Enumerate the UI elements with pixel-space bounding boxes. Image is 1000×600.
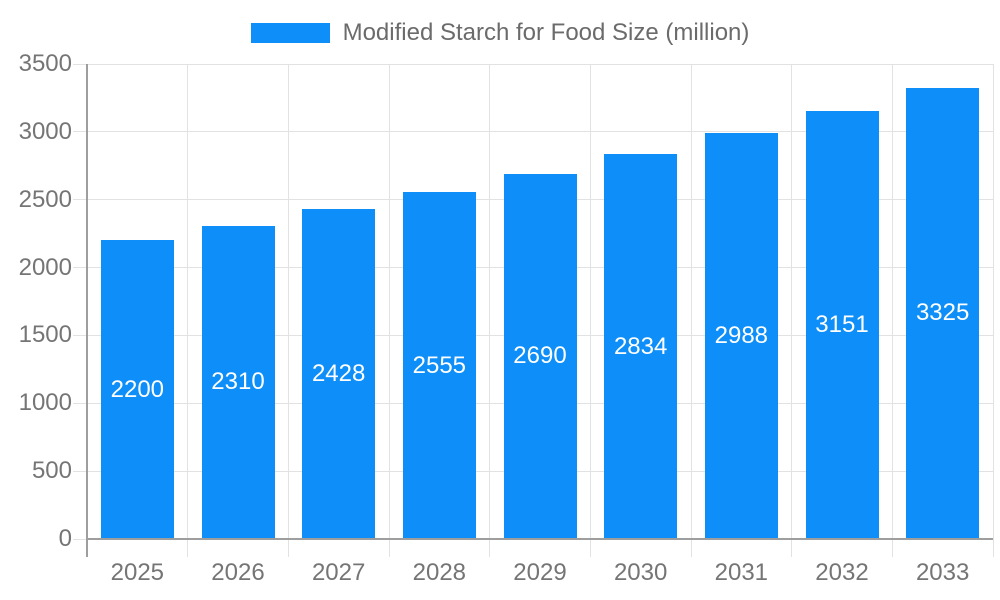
bar[interactable]: 2555 — [402, 192, 476, 539]
x-axis-label: 2029 — [513, 559, 567, 586]
y-axis-tick — [73, 334, 87, 336]
x-axis-label: 2026 — [211, 559, 265, 586]
y-axis-tick — [73, 63, 87, 65]
x-axis-label: 2033 — [915, 559, 970, 586]
bar-value-label: 2555 — [412, 351, 467, 379]
bar[interactable]: 2310 — [201, 225, 275, 539]
x-axis-label: 2027 — [311, 559, 366, 586]
bar[interactable]: 2834 — [604, 154, 678, 539]
bar-value-label: 2428 — [311, 360, 366, 388]
gridline-h — [87, 63, 993, 65]
bar[interactable]: 2200 — [100, 240, 174, 539]
gridline-v — [891, 64, 893, 557]
bar-value-label: 2988 — [714, 322, 769, 350]
y-axis-label: 0 — [58, 525, 72, 552]
gridline-v — [287, 64, 289, 557]
y-axis-line — [86, 64, 88, 557]
y-axis-label: 2500 — [18, 185, 72, 213]
x-axis-line — [87, 538, 993, 540]
x-axis-label: 2031 — [714, 559, 769, 586]
y-axis-tick — [73, 402, 87, 404]
bar[interactable]: 2988 — [704, 133, 778, 539]
bar-value-label: 2310 — [211, 368, 265, 396]
x-axis-label: 2030 — [613, 559, 668, 586]
gridline-v — [489, 64, 491, 557]
y-axis-label: 3000 — [18, 117, 72, 145]
y-axis-label: 3500 — [18, 50, 72, 77]
y-axis-tick — [73, 267, 87, 269]
bar-value-label: 2200 — [110, 375, 165, 403]
bar[interactable]: 3151 — [805, 111, 879, 539]
x-axis-label: 2028 — [412, 559, 467, 586]
y-axis-label: 2000 — [18, 253, 72, 281]
bar[interactable]: 3325 — [906, 87, 980, 539]
bar-value-label: 3325 — [915, 299, 970, 327]
bar-value-label: 3151 — [815, 311, 869, 339]
gridline-v — [187, 64, 189, 557]
bar-value-label: 2690 — [513, 342, 567, 370]
y-axis-label: 500 — [31, 457, 72, 485]
y-axis-tick — [73, 131, 87, 133]
bar[interactable]: 2690 — [503, 173, 577, 539]
x-axis-label: 2025 — [110, 559, 165, 586]
legend-label: Modified Starch for Food Size (million) — [342, 19, 750, 46]
gridline-h — [87, 131, 993, 133]
gridline-v — [791, 64, 793, 557]
legend-item[interactable]: Modified Starch for Food Size (million) — [0, 19, 1000, 46]
bar[interactable]: 2428 — [302, 209, 376, 539]
gridline-v — [388, 64, 390, 557]
legend-swatch — [250, 23, 330, 43]
gridline-v — [589, 64, 591, 557]
y-axis-tick — [73, 538, 87, 540]
y-axis-label: 1500 — [18, 321, 72, 349]
x-axis-label: 2032 — [815, 559, 869, 586]
y-axis-tick — [73, 199, 87, 201]
bar-value-label: 2834 — [613, 332, 668, 360]
y-axis-tick — [73, 470, 87, 472]
gridline-v — [992, 64, 994, 557]
y-axis-label: 1000 — [18, 389, 72, 417]
gridline-v — [690, 64, 692, 557]
